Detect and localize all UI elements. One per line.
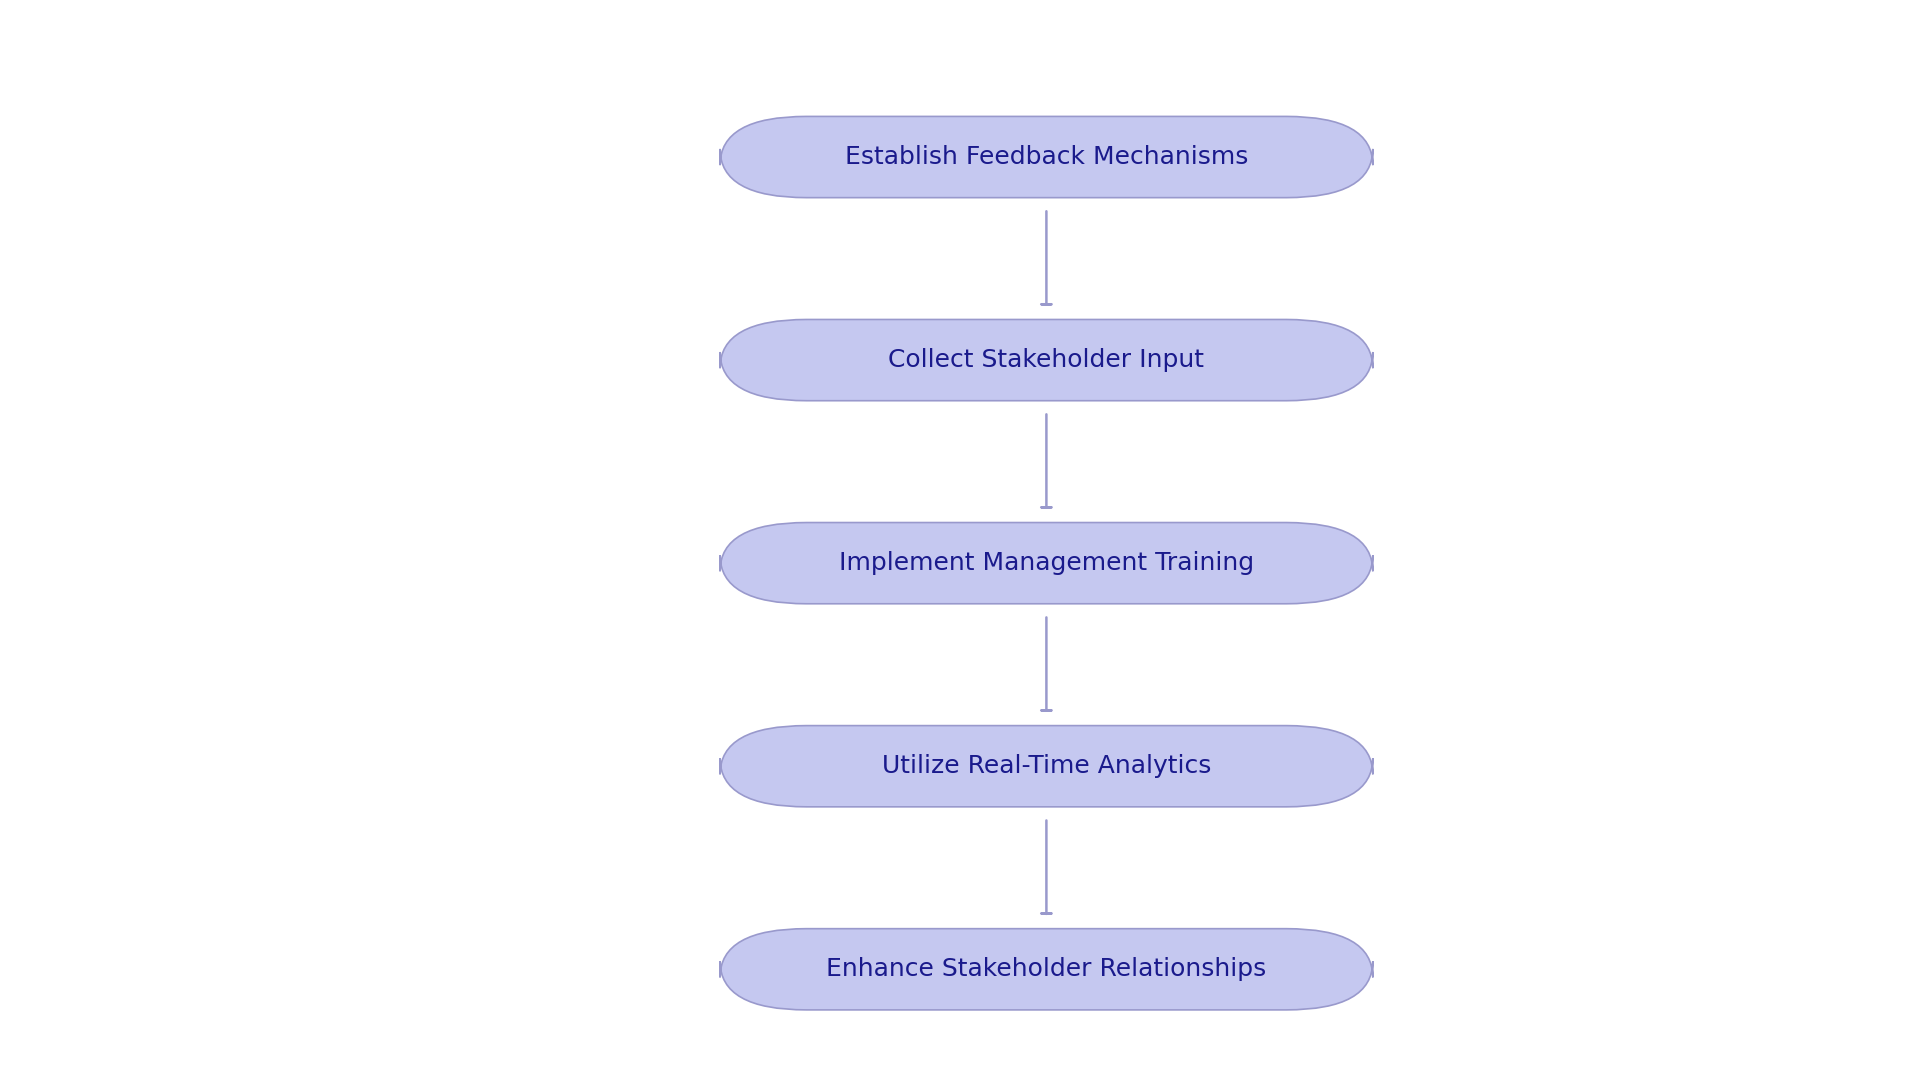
FancyBboxPatch shape [720, 726, 1373, 807]
Text: Collect Stakeholder Input: Collect Stakeholder Input [889, 348, 1204, 373]
FancyBboxPatch shape [720, 117, 1373, 198]
Text: Enhance Stakeholder Relationships: Enhance Stakeholder Relationships [826, 957, 1267, 981]
FancyBboxPatch shape [720, 319, 1373, 401]
FancyBboxPatch shape [720, 523, 1373, 604]
FancyBboxPatch shape [720, 929, 1373, 1009]
Text: Implement Management Training: Implement Management Training [839, 551, 1254, 575]
Text: Utilize Real-Time Analytics: Utilize Real-Time Analytics [881, 754, 1212, 779]
Text: Establish Feedback Mechanisms: Establish Feedback Mechanisms [845, 145, 1248, 169]
